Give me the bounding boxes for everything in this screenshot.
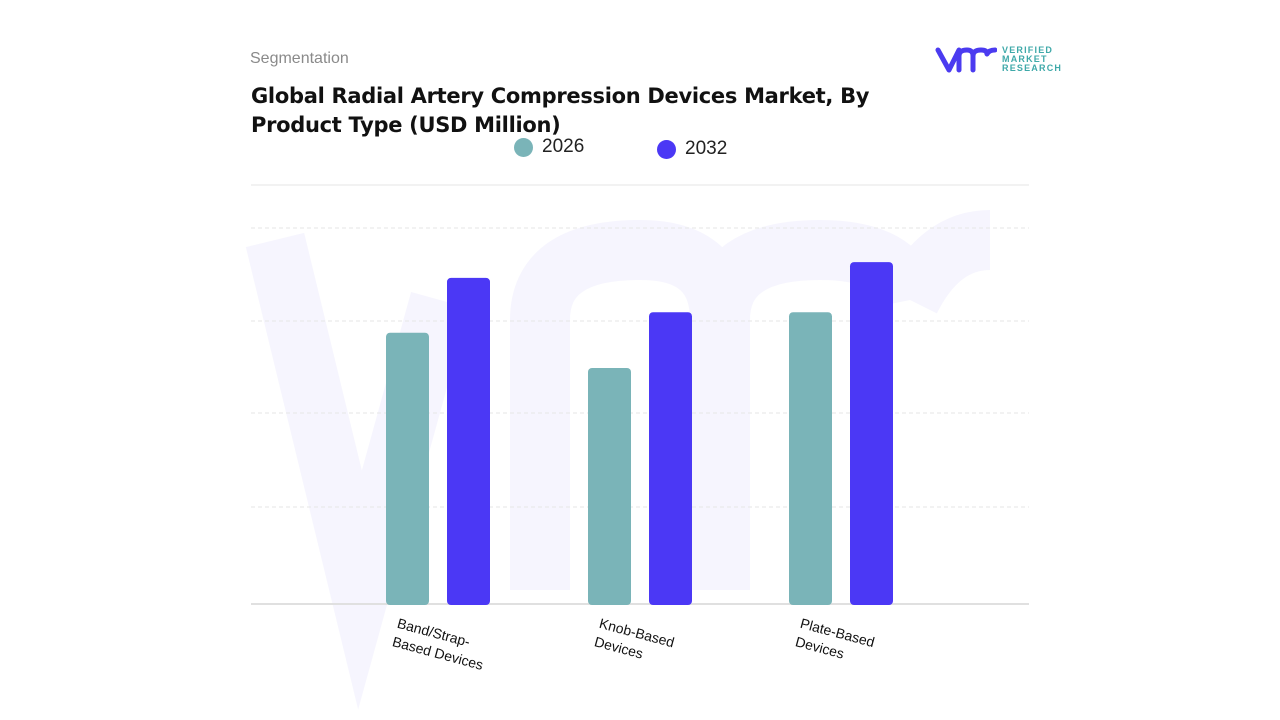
- logo-line: RESEARCH: [1002, 62, 1063, 73]
- bar-2032: [649, 312, 692, 605]
- legend-label: 2032: [685, 138, 728, 159]
- logo-line: MARKET: [1002, 53, 1048, 64]
- legend-swatch: [514, 137, 533, 157]
- segment-label: Segmentation: [250, 50, 349, 67]
- vmr-logo-mark: [935, 47, 997, 73]
- bar-2026: [588, 367, 631, 605]
- logo: VERIFIED MARKET RESEARCH: [935, 44, 1062, 74]
- legend-swatch: [657, 139, 676, 159]
- legend-item-2032: 2032: [657, 138, 727, 160]
- logo-line: VERIFIED: [1002, 44, 1054, 55]
- watermark: [245, 210, 992, 710]
- bar-2032: [850, 262, 893, 605]
- legend-label: 2026: [542, 136, 585, 157]
- logo-text: VERIFIED MARKET RESEARCH: [1002, 44, 1063, 73]
- legend-item-2026: 2026: [514, 136, 584, 158]
- bar-2026: [789, 312, 832, 605]
- bar-2026: [386, 332, 429, 605]
- bar-2032: [447, 277, 490, 605]
- chart-title: Global Radial Artery Compression Devices…: [251, 84, 870, 137]
